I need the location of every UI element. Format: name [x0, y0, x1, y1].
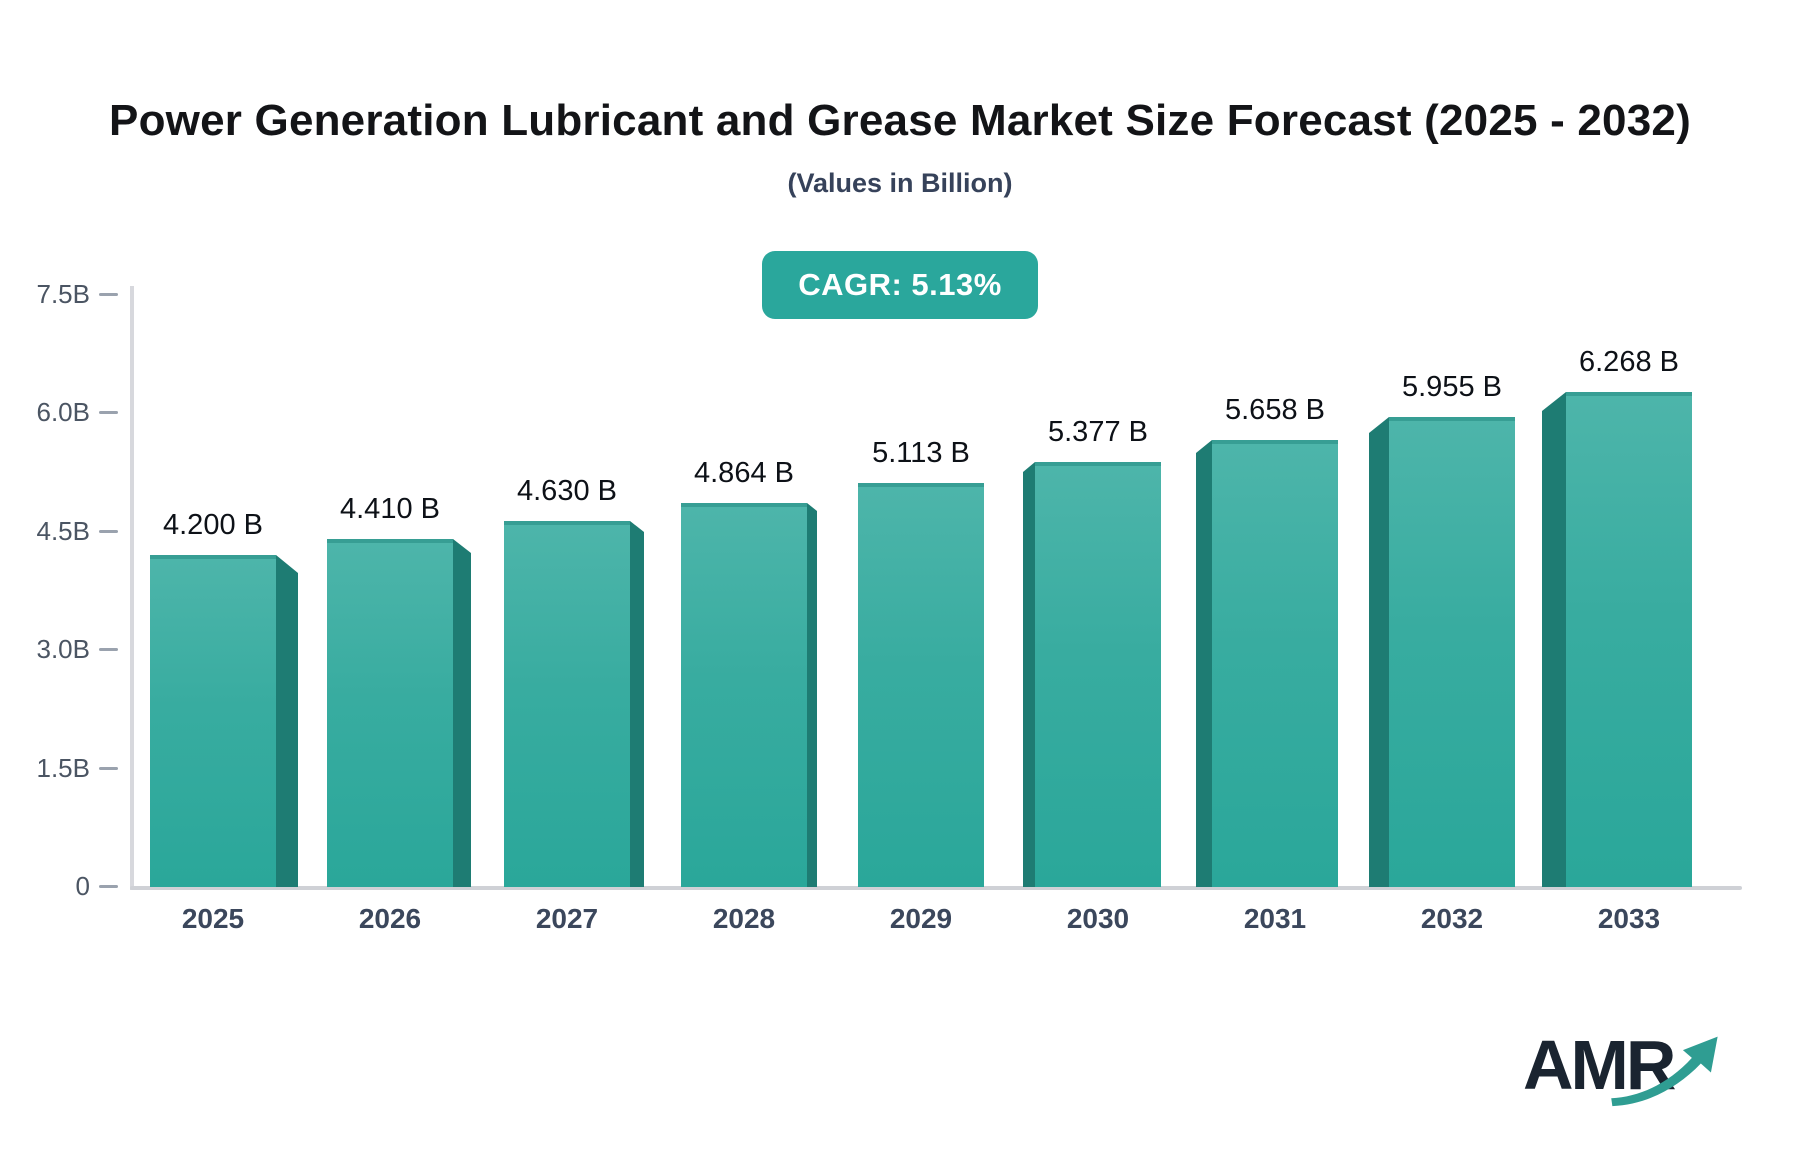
x-axis-label-2033: 2033 [1597, 903, 1661, 934]
y-axis-tick [99, 411, 118, 414]
bar-side-2032 [1369, 417, 1389, 887]
y-axis-tick-label: 1.5B [36, 752, 91, 783]
bar-2026 [327, 539, 453, 887]
y-axis-tick-label: 0 [75, 871, 90, 901]
bar-side-2033 [1542, 392, 1566, 887]
y-axis-tick [99, 529, 118, 533]
y-axis-tick [99, 648, 118, 651]
x-axis-label-2031: 2031 [1243, 903, 1307, 934]
x-axis-label-2026: 2026 [358, 903, 422, 934]
bar-value-label-2029: 5.113 B [872, 437, 970, 469]
bar-2031 [1212, 440, 1338, 887]
y-axis-tick-label: 3.0B [36, 634, 91, 664]
bar-value-label-2027: 4.630 B [517, 475, 617, 507]
trend-up-arrow-icon [1611, 1036, 1718, 1107]
cagr-badge: CAGR: 5.13% [762, 251, 1038, 319]
bar-side-2027 [630, 521, 644, 887]
bar-2032 [1389, 417, 1515, 887]
amr-logo-text: AMR [1523, 1026, 1676, 1104]
amr-logo: AMR [1523, 1030, 1723, 1120]
bar-side-2031 [1196, 440, 1212, 887]
x-axis-label-2025: 2025 [181, 903, 245, 934]
x-axis-label-2028: 2028 [712, 903, 776, 934]
bar-value-label-2033: 6.268 B [1579, 346, 1679, 378]
x-axis-baseline [130, 886, 1742, 890]
y-axis-tick [99, 292, 118, 296]
chart-title: Power Generation Lubricant and Grease Ma… [109, 96, 1691, 145]
chart-subtitle: (Values in Billion) [787, 168, 1013, 198]
bar-value-label-2030: 5.377 B [1048, 416, 1148, 448]
bar-value-label-2026: 4.410 B [340, 493, 440, 525]
bar-2025 [150, 555, 276, 887]
y-axis-tick-label: 6.0B [36, 397, 91, 427]
bar-side-2025 [276, 555, 298, 887]
bar-value-label-2031: 5.658 B [1225, 394, 1325, 426]
x-axis-label-2029: 2029 [889, 903, 953, 934]
bar-side-2026 [453, 539, 471, 887]
y-axis-tick [99, 766, 118, 770]
bar-side-2030 [1023, 462, 1035, 887]
y-axis-tick-label: 4.5B [36, 515, 91, 546]
y-axis-line [130, 286, 134, 890]
y-axis-tick [99, 885, 118, 888]
cagr-badge-row: CAGR: 5.13% [0, 251, 1800, 319]
bar-value-label-2028: 4.864 B [694, 457, 794, 489]
bar-2028 [681, 503, 807, 887]
bar-2029 [858, 483, 984, 887]
bar-2030 [1035, 462, 1161, 887]
y-axis-tick-label: 7.5B [36, 278, 91, 309]
x-axis-label-2030: 2030 [1066, 903, 1130, 934]
bar-2033 [1566, 392, 1692, 887]
bar-value-label-2025: 4.200 B [163, 509, 263, 541]
x-axis-label-2032: 2032 [1420, 903, 1484, 934]
bar-side-2028 [807, 503, 817, 887]
bar-2027 [504, 521, 630, 887]
bar-value-label-2032: 5.955 B [1402, 371, 1502, 403]
x-axis-label-2027: 2027 [535, 903, 599, 934]
